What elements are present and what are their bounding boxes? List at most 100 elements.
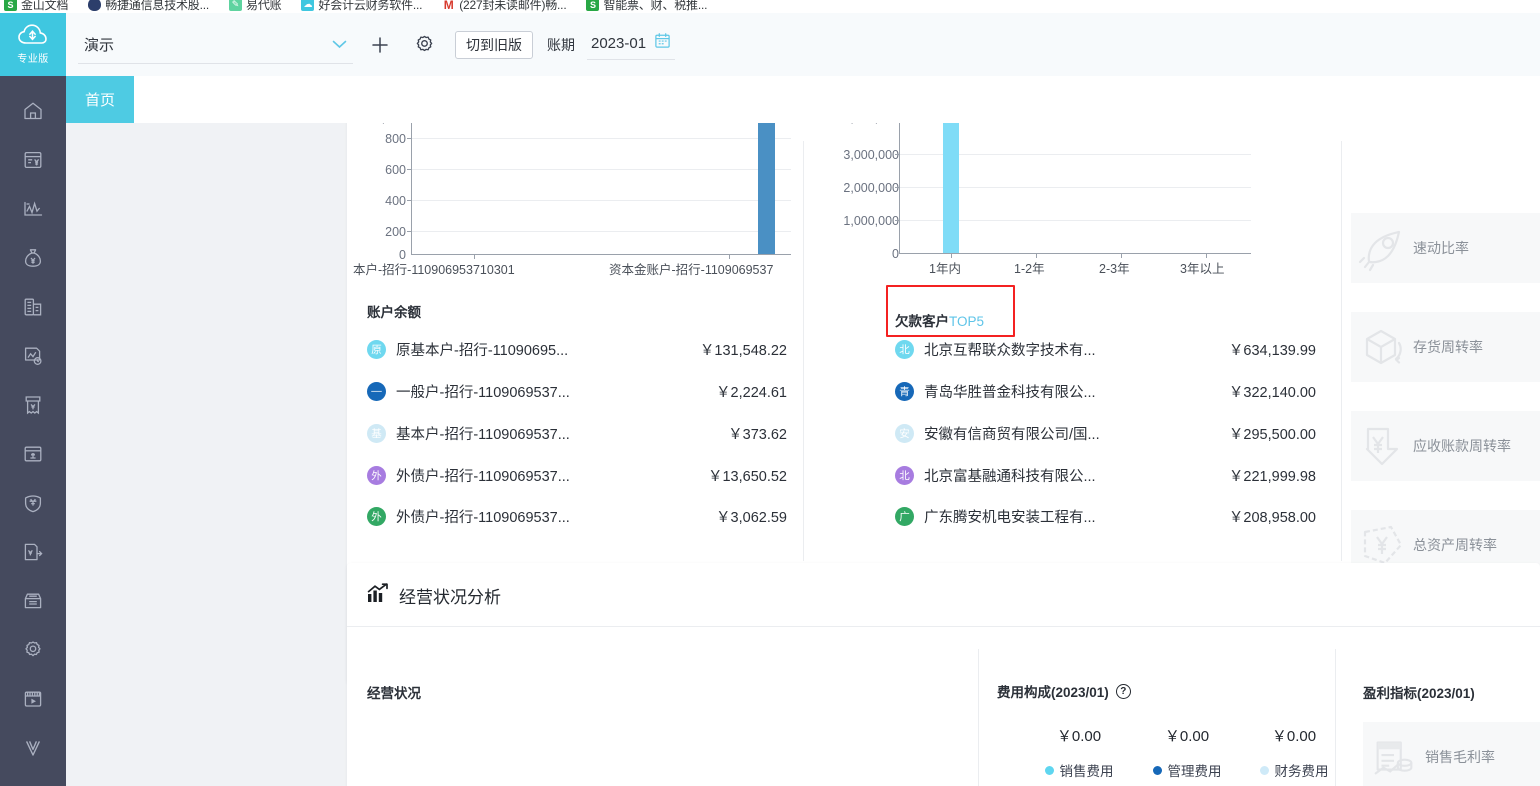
sidebar-item-more[interactable] <box>0 723 66 772</box>
sidebar-item-funds[interactable] <box>0 233 66 282</box>
x-category-label: 1-2年 <box>1014 262 1045 276</box>
period-picker[interactable]: 2023-01 <box>587 30 676 60</box>
expense-item-sales[interactable]: ￥0.00 销售费用 <box>1019 725 1139 780</box>
settings-button[interactable] <box>407 28 441 62</box>
debt-title-highlight-box <box>886 285 1015 337</box>
debt-customer-row[interactable]: 青 青岛华胜普金科技有限公... ￥322,140.00 <box>895 370 1316 412</box>
y-axis-line <box>411 123 412 254</box>
bookmark-item[interactable]: ✎ 易代账 <box>225 0 282 13</box>
sidebar-item-reports[interactable] <box>0 331 66 380</box>
y-tick <box>895 187 900 188</box>
account-balance-row[interactable]: — 一般户-招行-1109069537... ￥2,224.61 <box>367 370 787 412</box>
debt-customer-row[interactable]: 北 北京富基融通科技有限公... ￥221,999.98 <box>895 454 1316 496</box>
question-mark-icon[interactable]: ? <box>1115 683 1131 699</box>
ratio-label: 应收账款周转率 <box>1413 438 1511 454</box>
x-tick <box>729 254 730 259</box>
switch-to-old-version-button[interactable]: 切到旧版 <box>455 30 533 59</box>
ratio-card-quick-ratio[interactable]: 速动比率 <box>1351 213 1540 283</box>
account-balance-row[interactable]: 外 外债户-招行-1109069537... ￥13,650.52 <box>367 454 787 496</box>
bar-within-1-year[interactable] <box>943 123 959 253</box>
bookmark-item[interactable]: 畅捷通信息技术股... <box>84 0 209 13</box>
debt-customer-row[interactable]: 安 安徽有信商贸有限公司/国... ￥295,500.00 <box>895 412 1316 454</box>
expense-label: 管理费用 <box>1167 764 1222 779</box>
money-bag-icon <box>24 248 42 267</box>
debt-customer-row[interactable]: 广 广东腾安机电安装工程有... ￥208,958.00 <box>895 495 1316 537</box>
avatar: 外 <box>367 506 386 526</box>
trend-up-glyph <box>367 583 388 602</box>
sidebar-item-transfer[interactable] <box>0 527 66 576</box>
sidebar-item-analysis[interactable] <box>0 184 66 233</box>
y-axis-line <box>899 123 900 253</box>
yen-arrow-down-icon <box>1351 415 1413 477</box>
add-account-button[interactable] <box>363 28 397 62</box>
avatar: 青 <box>895 381 914 401</box>
chart-analysis-icon <box>24 200 43 216</box>
ratio-card-inventory-turnover[interactable]: 存货周转率 <box>1351 312 1540 382</box>
ratio-label: 速动比率 <box>1413 240 1469 256</box>
expense-item-admin[interactable]: ￥0.00 管理费用 <box>1127 725 1247 780</box>
y-tick <box>407 138 412 139</box>
grid-line <box>411 138 791 139</box>
grid-line <box>899 187 1251 188</box>
ratio-label: 总资产周转率 <box>1413 537 1497 553</box>
debt-customer-row[interactable]: 北 北京互帮联众数字技术有... ￥634,139.99 <box>895 328 1316 370</box>
profit-card-gross-margin[interactable]: 销售毛利率 <box>1363 722 1540 786</box>
grid-line <box>411 200 791 201</box>
y-tick-label: 1,000,000 <box>843 214 899 228</box>
sidebar-item-receivables[interactable] <box>0 282 66 331</box>
account-balance-row[interactable]: 基 基本户-招行-1109069537... ￥373.62 <box>367 412 787 454</box>
tab-home-label: 首页 <box>84 92 115 109</box>
doc-coins-icon <box>1363 726 1425 786</box>
avatar: 北 <box>895 339 914 359</box>
bookmark-item[interactable]: S 金山文档 <box>0 0 68 13</box>
company-name-label: 演示 <box>84 36 115 54</box>
y-tick <box>407 231 412 232</box>
sidebar-item-archive[interactable] <box>0 576 66 625</box>
y-tick <box>895 220 900 221</box>
calendar-icon <box>654 32 671 54</box>
gear-icon <box>416 35 432 52</box>
bar-capital-account[interactable] <box>758 123 775 254</box>
customer-amount: ￥208,958.00 <box>1228 509 1316 526</box>
bookmark-label: 畅捷通信息技术股... <box>105 0 210 12</box>
sidebar-item-tax[interactable] <box>0 478 66 527</box>
tab-home[interactable]: 首页 <box>66 76 134 123</box>
customer-name: 北京互帮联众数字技术有... <box>924 342 1096 359</box>
bookmark-label: (227封未读邮件)畅... <box>459 0 567 12</box>
account-name: 基本户-招行-1109069537... <box>396 426 570 443</box>
y-tick-label: 1,000 <box>375 123 406 125</box>
cloud-icon: ☁ <box>301 0 315 11</box>
brand-logo[interactable]: 专业版 <box>0 13 66 76</box>
expense-item-financial[interactable]: ￥0.00 财务费用 <box>1234 725 1354 780</box>
avatar: 广 <box>895 506 914 526</box>
switch-old-label: 切到旧版 <box>466 36 522 53</box>
account-balance-row[interactable]: 原 原基本户-招行-11090695... ￥131,548.22 <box>367 328 787 370</box>
customer-name: 安徽有信商贸有限公司/国... <box>924 426 1100 443</box>
cube-rotate-icon <box>1351 316 1413 378</box>
sidebar-item-voucher[interactable] <box>0 380 66 429</box>
sidebar-item-settings[interactable] <box>0 625 66 674</box>
ratio-card-receivables-turnover[interactable]: 应收账款周转率 <box>1351 411 1540 481</box>
sidebar-item-invoice[interactable] <box>0 135 66 184</box>
operation-analysis-title: 经营状况分析 <box>399 588 501 607</box>
sidebar-item-home[interactable] <box>0 86 66 135</box>
tab-strip: 首页 <box>66 76 1540 123</box>
bookmark-item[interactable]: S 智能票、财、税推... <box>582 0 707 13</box>
sidebar-item-assets[interactable] <box>0 429 66 478</box>
expense-value: ￥0.00 <box>1271 728 1317 745</box>
x-category-label: 资本金账户-招行-1109069537 <box>609 263 774 277</box>
bookmark-item[interactable]: M (227封未读邮件)畅... <box>438 0 567 13</box>
aging-bar-chart: 4,000,000 3,000,000 2,000,000 1,000,000 … <box>821 123 1321 276</box>
bookmark-item[interactable]: ☁ 好会计云财务软件... <box>297 0 422 13</box>
x-tick <box>1036 253 1037 258</box>
home-icon <box>24 102 42 119</box>
company-selector[interactable]: 演示 <box>78 26 353 64</box>
grid-line <box>411 231 791 232</box>
transfer-doc-icon <box>24 543 43 560</box>
account-balance-row[interactable]: 外 外债户-招行-1109069537... ￥3,062.59 <box>367 495 787 537</box>
gear-icon <box>25 640 41 656</box>
customer-amount: ￥634,139.99 <box>1228 342 1316 359</box>
sidebar-item-video[interactable] <box>0 674 66 723</box>
y-tick-label: 400 <box>385 194 406 208</box>
y-tick-label: 2,000,000 <box>843 181 899 195</box>
